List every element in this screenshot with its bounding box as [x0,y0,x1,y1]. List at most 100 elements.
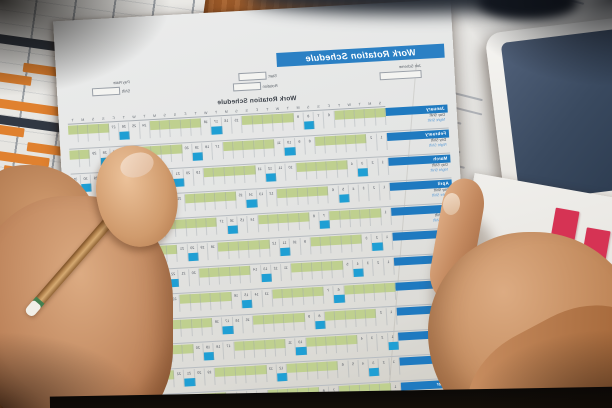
marker-cell [222,325,234,335]
weekday-letter: F [327,104,331,109]
marker-slot [336,144,347,153]
marker-slot [274,147,286,157]
marker-slot [231,300,243,309]
marker-cell [192,152,204,161]
marker-slot [378,342,389,351]
marker-slot [198,252,209,261]
marker-slot [348,368,360,378]
marker-slot [183,177,195,187]
marker-slot [68,134,79,143]
marker-slot [214,351,225,360]
marker-slot [306,346,317,355]
marker-slot [282,297,294,307]
marker-slot [182,152,194,162]
marker-slot [347,343,358,353]
field-cluster-rotation: Start Rotation [232,71,278,95]
marker-slot [193,352,205,362]
marker-slot [295,146,306,156]
marker-slot [256,374,268,383]
marker-slot [232,125,243,134]
marker-slot [358,368,370,377]
marker-slot [109,131,120,141]
marker-slot [351,243,363,253]
marker-slot [300,246,312,255]
marker-slot [318,195,330,204]
marker-slot [354,293,366,302]
marker-cell [241,299,253,309]
marker-slot [252,299,263,308]
marker-slot [373,267,385,276]
marker-slot [266,373,278,383]
weekday-letter: S [173,112,177,117]
weekday-letter: M [224,109,228,114]
marker-slot [214,176,226,185]
marker-slot [366,317,378,327]
marker-slot [201,126,213,136]
marker-cell [357,168,369,177]
weekday-letter: T [143,114,146,119]
marker-slot [236,199,248,209]
marker-slot [275,172,287,182]
marker-slot [217,226,228,235]
marker-slot [299,221,310,230]
weekday-letter: T [71,118,74,123]
marker-slot [90,157,101,167]
marker-slot [362,242,373,252]
weekday-letter: W [132,114,136,120]
marker-slot [286,172,297,181]
marker-slot [176,228,187,237]
field-label: Shift [121,87,131,94]
marker-slot [202,326,214,336]
marker-slot [255,349,266,358]
marker-cell [119,131,131,140]
marker-slot [129,130,141,140]
marker-slot [177,253,189,262]
marker-slot [174,378,186,388]
marker-cell [315,320,326,330]
marker-slot [160,129,172,138]
marker-cell [227,225,239,234]
marker-slot [170,128,182,138]
marker-slot [343,269,354,278]
marker-slot [283,122,295,131]
marker-slot [192,327,203,337]
marker-slot [235,375,247,384]
marker-cell [319,220,331,229]
marker-slot [204,176,215,186]
marker-cell [369,367,380,377]
marker-slot [284,322,296,331]
marker-slot [368,167,379,177]
marker-slot [349,193,360,203]
marker-slot [226,200,237,210]
marker-slot [287,372,298,381]
marker-slot [375,292,386,301]
marker-slot [369,192,381,202]
field-box [232,81,261,92]
marker-cell [303,121,315,130]
marker-slot [359,193,371,202]
marker-slot [357,343,369,352]
marker-slot [324,119,336,129]
marker-slot [207,226,218,236]
weekday-letter: F [184,112,187,117]
marker-slot [347,168,359,178]
marker-slot [355,118,366,127]
field-box [91,86,121,97]
marker-slot [215,376,227,385]
marker-slot [314,120,325,129]
weekday-letter: M [81,117,85,122]
marker-slot [273,122,284,132]
marker-cell [296,346,307,356]
marker-slot [195,202,207,211]
marker-slot [302,271,313,280]
weekday-letter: S [317,104,320,109]
marker-slot [220,275,231,285]
marker-slot [250,274,262,283]
weekday-letter: T [214,110,218,115]
marker-slot [78,133,90,143]
marker-slot [344,294,356,303]
weekday-letter: T [122,115,126,120]
field-box [238,71,267,82]
marker-slot [363,267,375,277]
